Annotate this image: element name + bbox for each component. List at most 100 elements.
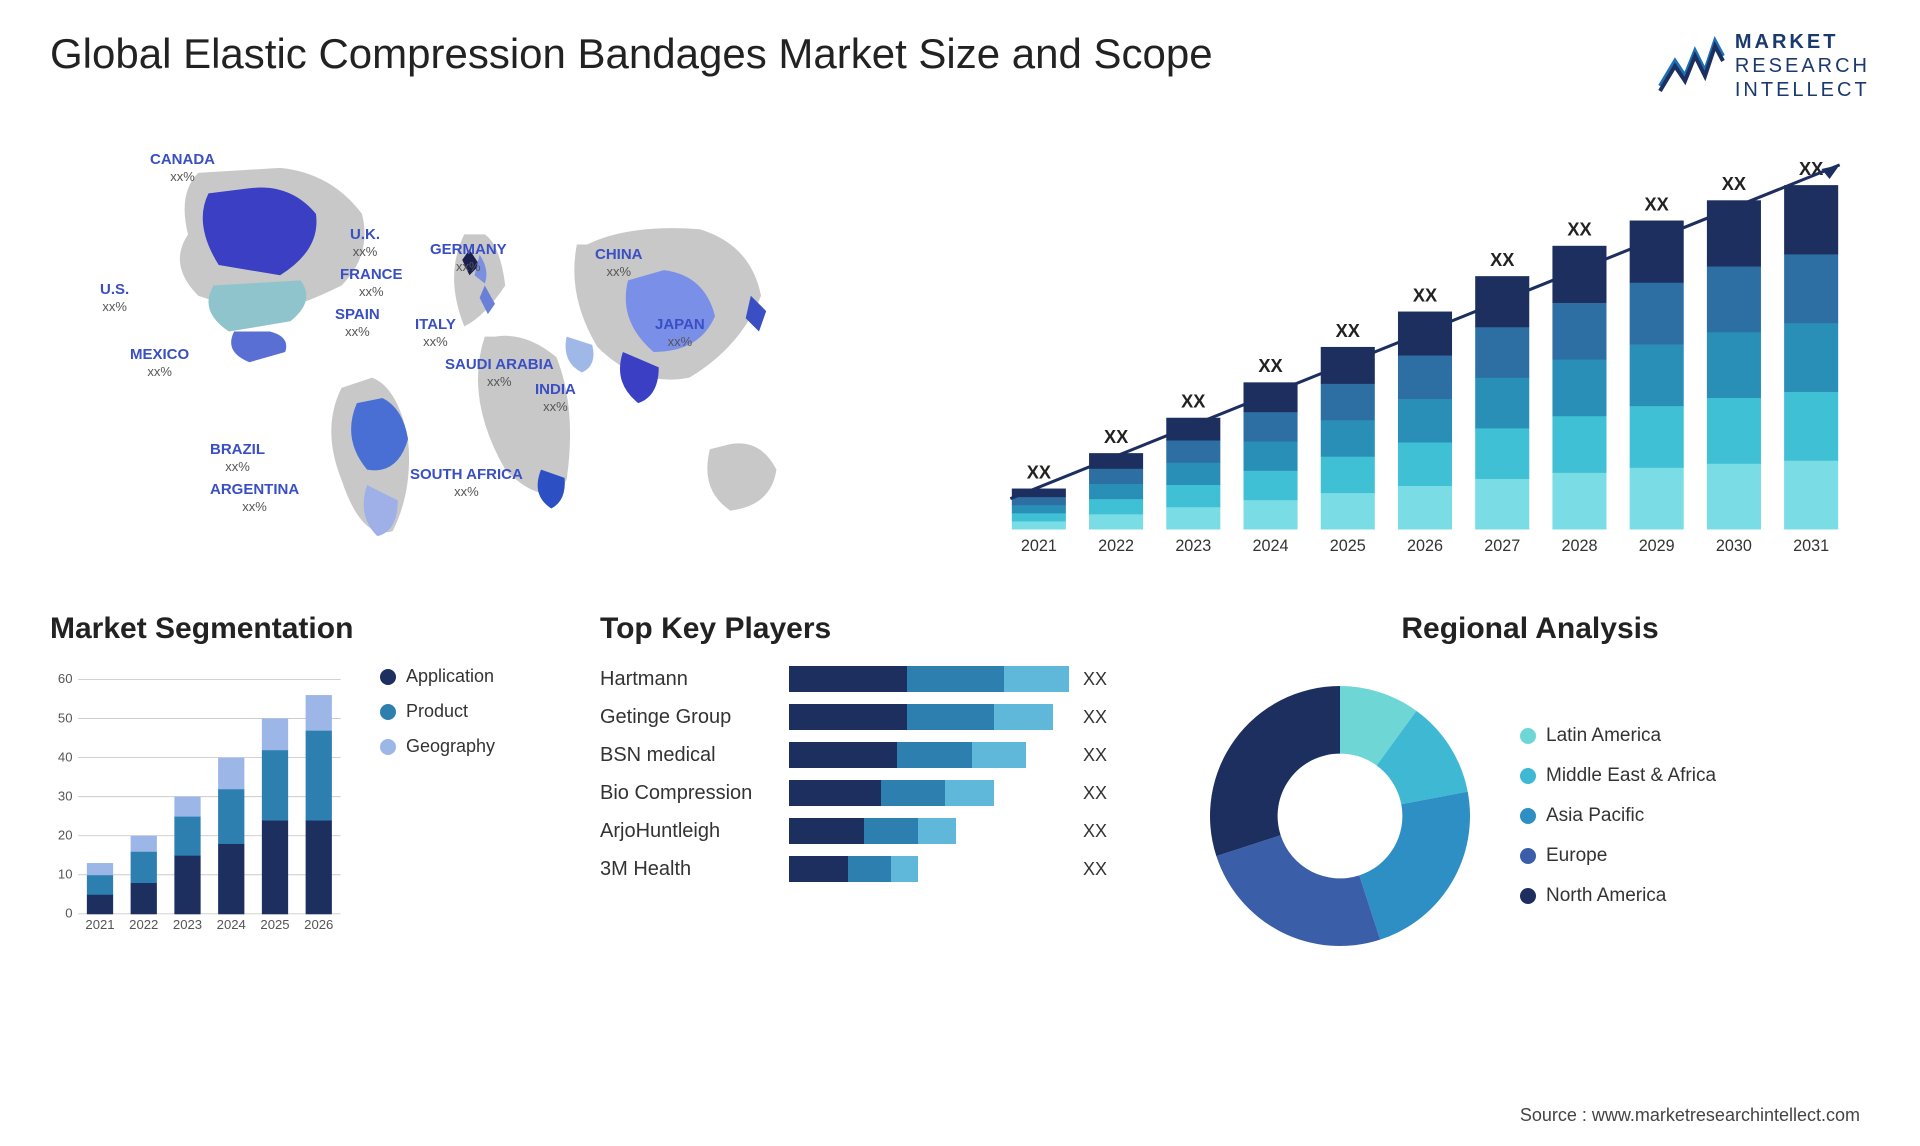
map-label: U.S.xx% bbox=[100, 282, 129, 315]
svg-text:2024: 2024 bbox=[1253, 537, 1289, 555]
svg-text:2031: 2031 bbox=[1793, 537, 1829, 555]
svg-text:20: 20 bbox=[58, 827, 73, 842]
logo-icon bbox=[1655, 36, 1725, 96]
legend-item: Application bbox=[380, 666, 495, 687]
map-label: SPAINxx% bbox=[335, 307, 380, 340]
svg-text:2026: 2026 bbox=[1407, 537, 1443, 555]
segmentation-chart: 0 10 20 30 40 50 60 2021 2022 2023 2024 2025 2026 bbox=[50, 666, 350, 946]
svg-text:2021: 2021 bbox=[1021, 537, 1057, 555]
page-title: Global Elastic Compression Bandages Mark… bbox=[50, 30, 1213, 78]
logo-line1: MARKET bbox=[1735, 30, 1870, 54]
player-name: Hartmann bbox=[600, 668, 775, 691]
player-bar bbox=[789, 704, 1069, 730]
svg-text:XX: XX bbox=[1490, 250, 1514, 270]
player-bar bbox=[789, 818, 1069, 844]
svg-text:2027: 2027 bbox=[1484, 537, 1520, 555]
map-label: INDIAxx% bbox=[535, 382, 576, 415]
player-row: Hartmann XX bbox=[600, 666, 1160, 692]
player-row: 3M Health XX bbox=[600, 856, 1160, 882]
bottom-row: Market Segmentation 0 10 20 30 40 50 60 2021 20… bbox=[50, 612, 1870, 992]
svg-text:2026: 2026 bbox=[304, 917, 333, 932]
svg-text:XX: XX bbox=[1336, 321, 1360, 341]
top-row: CANADAxx% U.S.xx% MEXICOxx% BRAZILxx% ARGENT… bbox=[50, 132, 1870, 572]
svg-text:XX: XX bbox=[1413, 285, 1437, 305]
player-value: XX bbox=[1083, 821, 1107, 842]
player-row: ArjoHuntleigh XX bbox=[600, 818, 1160, 844]
player-name: BSN medical bbox=[600, 744, 775, 767]
svg-text:XX: XX bbox=[1722, 174, 1746, 194]
svg-text:2028: 2028 bbox=[1561, 537, 1597, 555]
player-name: ArjoHuntleigh bbox=[600, 820, 775, 843]
svg-text:2024: 2024 bbox=[217, 917, 246, 932]
legend-item: North America bbox=[1520, 885, 1716, 907]
key-players-list: Hartmann XXGetinge Group XXBSN medical X… bbox=[600, 666, 1160, 882]
player-value: XX bbox=[1083, 745, 1107, 766]
svg-text:2021: 2021 bbox=[85, 917, 114, 932]
map-label: ITALYxx% bbox=[415, 317, 456, 350]
map-label: ARGENTINAxx% bbox=[210, 482, 299, 515]
logo-line2: RESEARCH bbox=[1735, 54, 1870, 78]
svg-text:XX: XX bbox=[1258, 356, 1282, 376]
player-value: XX bbox=[1083, 783, 1107, 804]
map-label: BRAZILxx% bbox=[210, 442, 265, 475]
regional-title: Regional Analysis bbox=[1190, 612, 1870, 646]
regional-panel: Regional Analysis Latin America Middle Ea… bbox=[1190, 612, 1870, 992]
source-attribution: Source : www.marketresearchintellect.com bbox=[1520, 1105, 1860, 1126]
player-bar bbox=[789, 856, 1069, 882]
player-value: XX bbox=[1083, 707, 1107, 728]
segmentation-panel: Market Segmentation 0 10 20 30 40 50 60 2021 20… bbox=[50, 612, 570, 992]
svg-text:XX: XX bbox=[1181, 392, 1205, 412]
legend-item: Middle East & Africa bbox=[1520, 765, 1716, 787]
header: Global Elastic Compression Bandages Mark… bbox=[50, 30, 1870, 102]
svg-text:30: 30 bbox=[58, 788, 73, 803]
legend-item: Asia Pacific bbox=[1520, 805, 1716, 827]
key-players-title: Top Key Players bbox=[600, 612, 1160, 646]
svg-text:2029: 2029 bbox=[1639, 537, 1675, 555]
svg-text:XX: XX bbox=[1567, 220, 1591, 240]
svg-text:XX: XX bbox=[1027, 462, 1051, 482]
legend-item: Product bbox=[380, 701, 495, 722]
svg-text:2030: 2030 bbox=[1716, 537, 1752, 555]
map-label: GERMANYxx% bbox=[430, 242, 507, 275]
svg-text:2022: 2022 bbox=[129, 917, 158, 932]
map-label: CANADAxx% bbox=[150, 152, 215, 185]
player-bar bbox=[789, 666, 1069, 692]
svg-text:2023: 2023 bbox=[173, 917, 202, 932]
svg-text:40: 40 bbox=[58, 749, 73, 764]
world-map-panel: CANADAxx% U.S.xx% MEXICOxx% BRAZILxx% ARGENT… bbox=[50, 132, 940, 572]
player-name: Getinge Group bbox=[600, 706, 775, 729]
logo-line3: INTELLECT bbox=[1735, 78, 1870, 102]
legend-item: Latin America bbox=[1520, 725, 1716, 747]
regional-donut bbox=[1190, 666, 1490, 966]
player-bar bbox=[789, 780, 1069, 806]
key-players-panel: Top Key Players Hartmann XXGetinge Group… bbox=[600, 612, 1160, 992]
brand-logo: MARKET RESEARCH INTELLECT bbox=[1655, 30, 1870, 102]
map-label: U.K.xx% bbox=[350, 227, 380, 260]
player-value: XX bbox=[1083, 859, 1107, 880]
map-label: CHINAxx% bbox=[595, 247, 643, 280]
map-label: MEXICOxx% bbox=[130, 347, 189, 380]
player-name: Bio Compression bbox=[600, 782, 775, 805]
player-name: 3M Health bbox=[600, 858, 775, 881]
svg-text:60: 60 bbox=[58, 671, 73, 686]
growth-chart: XX2021XX2022XX2023XX2024XX2025XX2026XX20… bbox=[980, 132, 1870, 572]
segmentation-title: Market Segmentation bbox=[50, 612, 570, 646]
legend-item: Geography bbox=[380, 736, 495, 757]
map-label: SOUTH AFRICAxx% bbox=[410, 467, 523, 500]
segmentation-legend: Application Product Geography bbox=[380, 666, 495, 757]
svg-text:0: 0 bbox=[65, 906, 72, 921]
player-value: XX bbox=[1083, 669, 1107, 690]
svg-text:10: 10 bbox=[58, 867, 73, 882]
svg-text:2025: 2025 bbox=[1330, 537, 1366, 555]
logo-text: MARKET RESEARCH INTELLECT bbox=[1735, 30, 1870, 102]
svg-text:XX: XX bbox=[1104, 427, 1128, 447]
regional-legend: Latin America Middle East & Africa Asia Pa… bbox=[1520, 725, 1716, 907]
player-bar bbox=[789, 742, 1069, 768]
player-row: Bio Compression XX bbox=[600, 780, 1160, 806]
map-label: JAPANxx% bbox=[655, 317, 705, 350]
legend-item: Europe bbox=[1520, 845, 1716, 867]
player-row: Getinge Group XX bbox=[600, 704, 1160, 730]
svg-text:50: 50 bbox=[58, 710, 73, 725]
svg-text:2025: 2025 bbox=[260, 917, 289, 932]
svg-text:2023: 2023 bbox=[1175, 537, 1211, 555]
